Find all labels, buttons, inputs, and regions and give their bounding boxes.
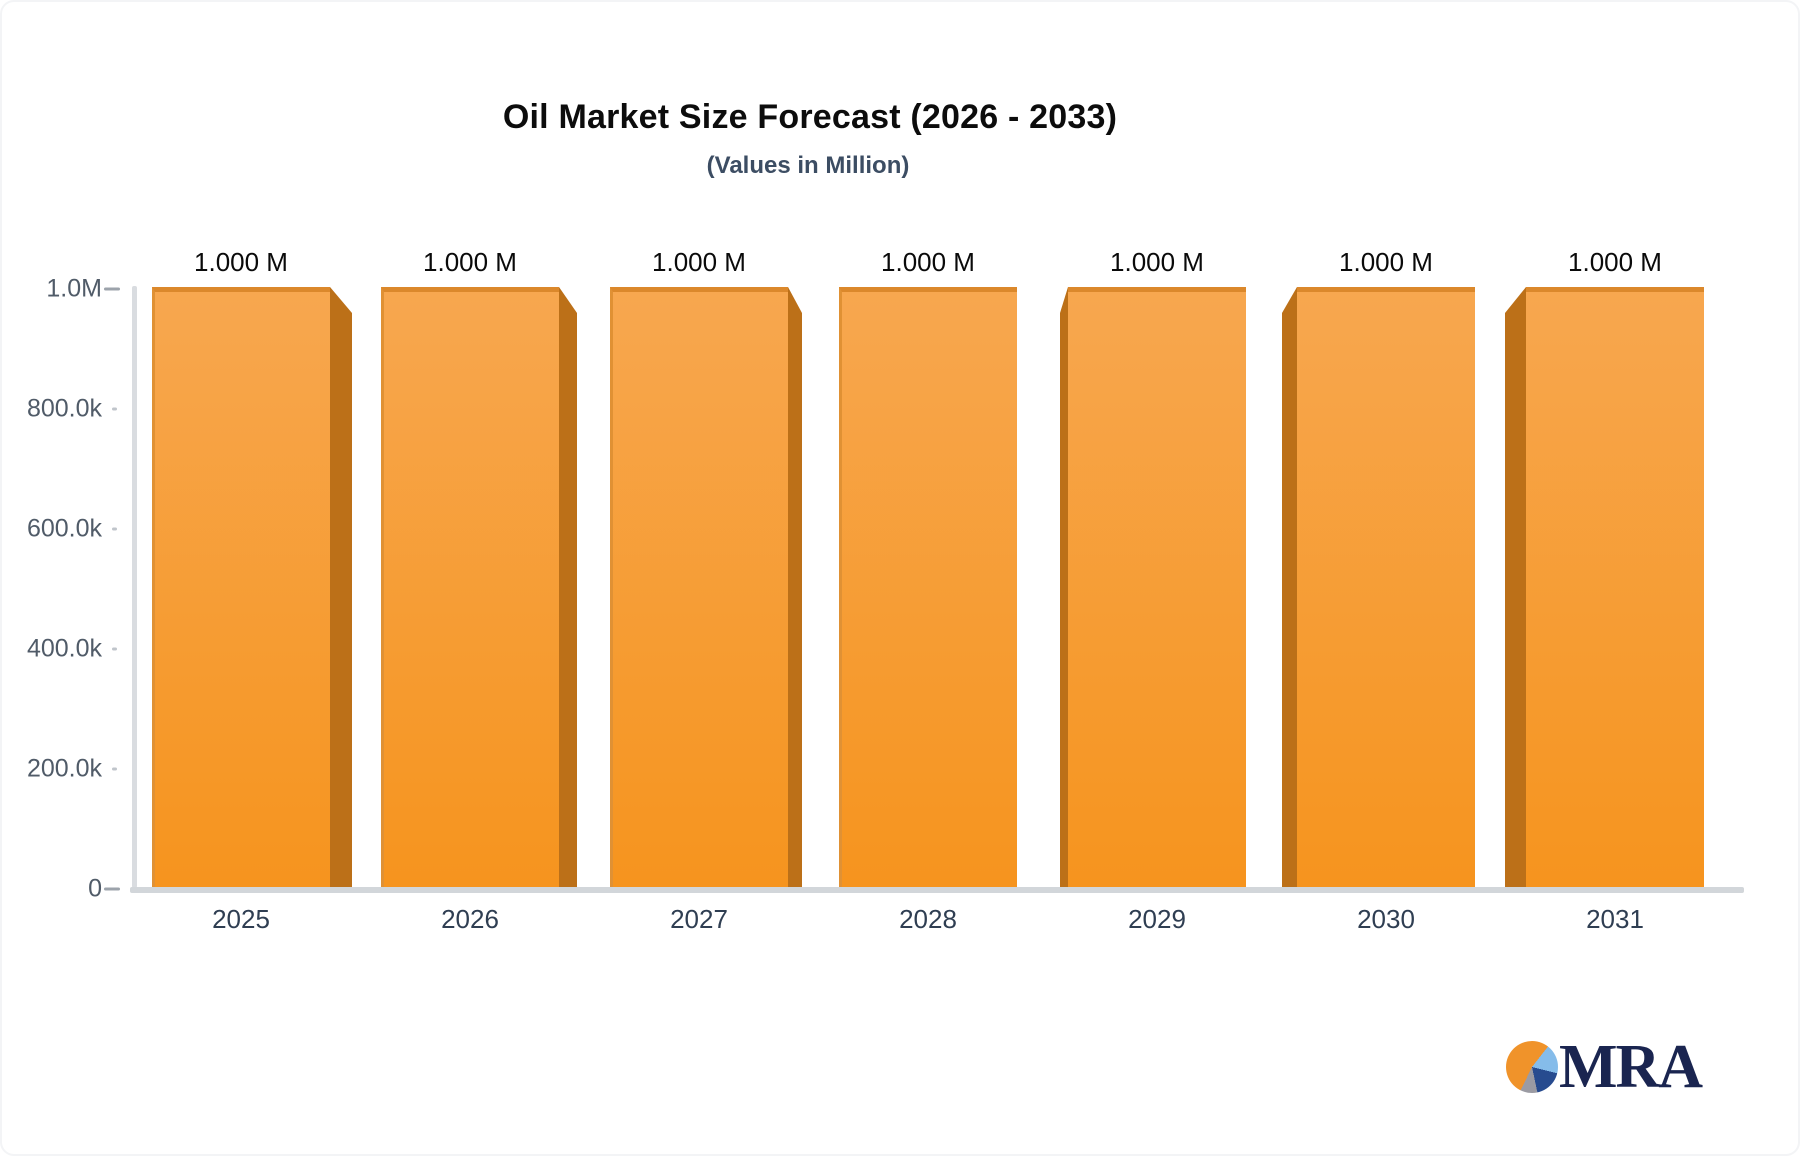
- brand-logo: MRA: [1506, 1033, 1703, 1101]
- x-axis-label: 2028: [899, 904, 957, 934]
- x-axis-label: 2026: [441, 904, 499, 934]
- y-axis-label: 200.0k: [26, 754, 102, 783]
- bar: [1526, 287, 1704, 887]
- bar-value-label: 1.000 M: [1568, 247, 1662, 277]
- bar-3d-side: [788, 287, 802, 887]
- bar-3d-side: [559, 287, 577, 887]
- bar: [839, 287, 1017, 887]
- y-axis-label: 1.0M: [46, 274, 102, 303]
- bar: [610, 287, 788, 887]
- bar: [1068, 287, 1246, 887]
- bar: [381, 287, 559, 887]
- bar-value-label: 1.000 M: [881, 247, 975, 277]
- x-axis-label: 2025: [212, 904, 270, 934]
- bar-value-label: 1.000 M: [652, 247, 746, 277]
- y-axis-tick: [112, 767, 117, 771]
- bar-value-label: 1.000 M: [423, 247, 517, 277]
- x-axis-label: 2027: [670, 904, 728, 934]
- y-axis-tick: [112, 407, 117, 411]
- logo-text: MRA: [1559, 1033, 1703, 1101]
- y-axis-tick: [112, 647, 117, 651]
- y-axis-tick: [104, 887, 120, 891]
- bar: [152, 287, 330, 887]
- bar-3d-side: [1282, 287, 1297, 887]
- y-axis-tick: [112, 527, 117, 531]
- bar-value-label: 1.000 M: [1110, 247, 1204, 277]
- x-axis-label: 2031: [1586, 904, 1644, 934]
- bar-3d-side: [1060, 287, 1068, 887]
- bar-3d-side: [1505, 287, 1526, 887]
- bar-value-label: 1.000 M: [194, 247, 288, 277]
- y-axis-tick: [104, 287, 120, 291]
- y-axis-label: 0: [88, 874, 102, 903]
- chart-subtitle: (Values in Million): [706, 152, 910, 179]
- pie-chart-logo-icon: [1506, 1041, 1558, 1093]
- x-axis-label: 2029: [1128, 904, 1186, 934]
- bar-3d-side: [330, 287, 352, 887]
- y-axis-label: 600.0k: [26, 514, 102, 543]
- chart-title: Oil Market Size Forecast (2026 - 2033): [502, 98, 1118, 136]
- x-axis-line: [130, 887, 1744, 893]
- bar-value-label: 1.000 M: [1339, 247, 1433, 277]
- x-axis-label: 2030: [1357, 904, 1415, 934]
- y-axis-label: 400.0k: [26, 634, 102, 663]
- y-axis-line: [132, 286, 137, 888]
- y-axis-label: 800.0k: [26, 394, 102, 423]
- bar: [1297, 287, 1475, 887]
